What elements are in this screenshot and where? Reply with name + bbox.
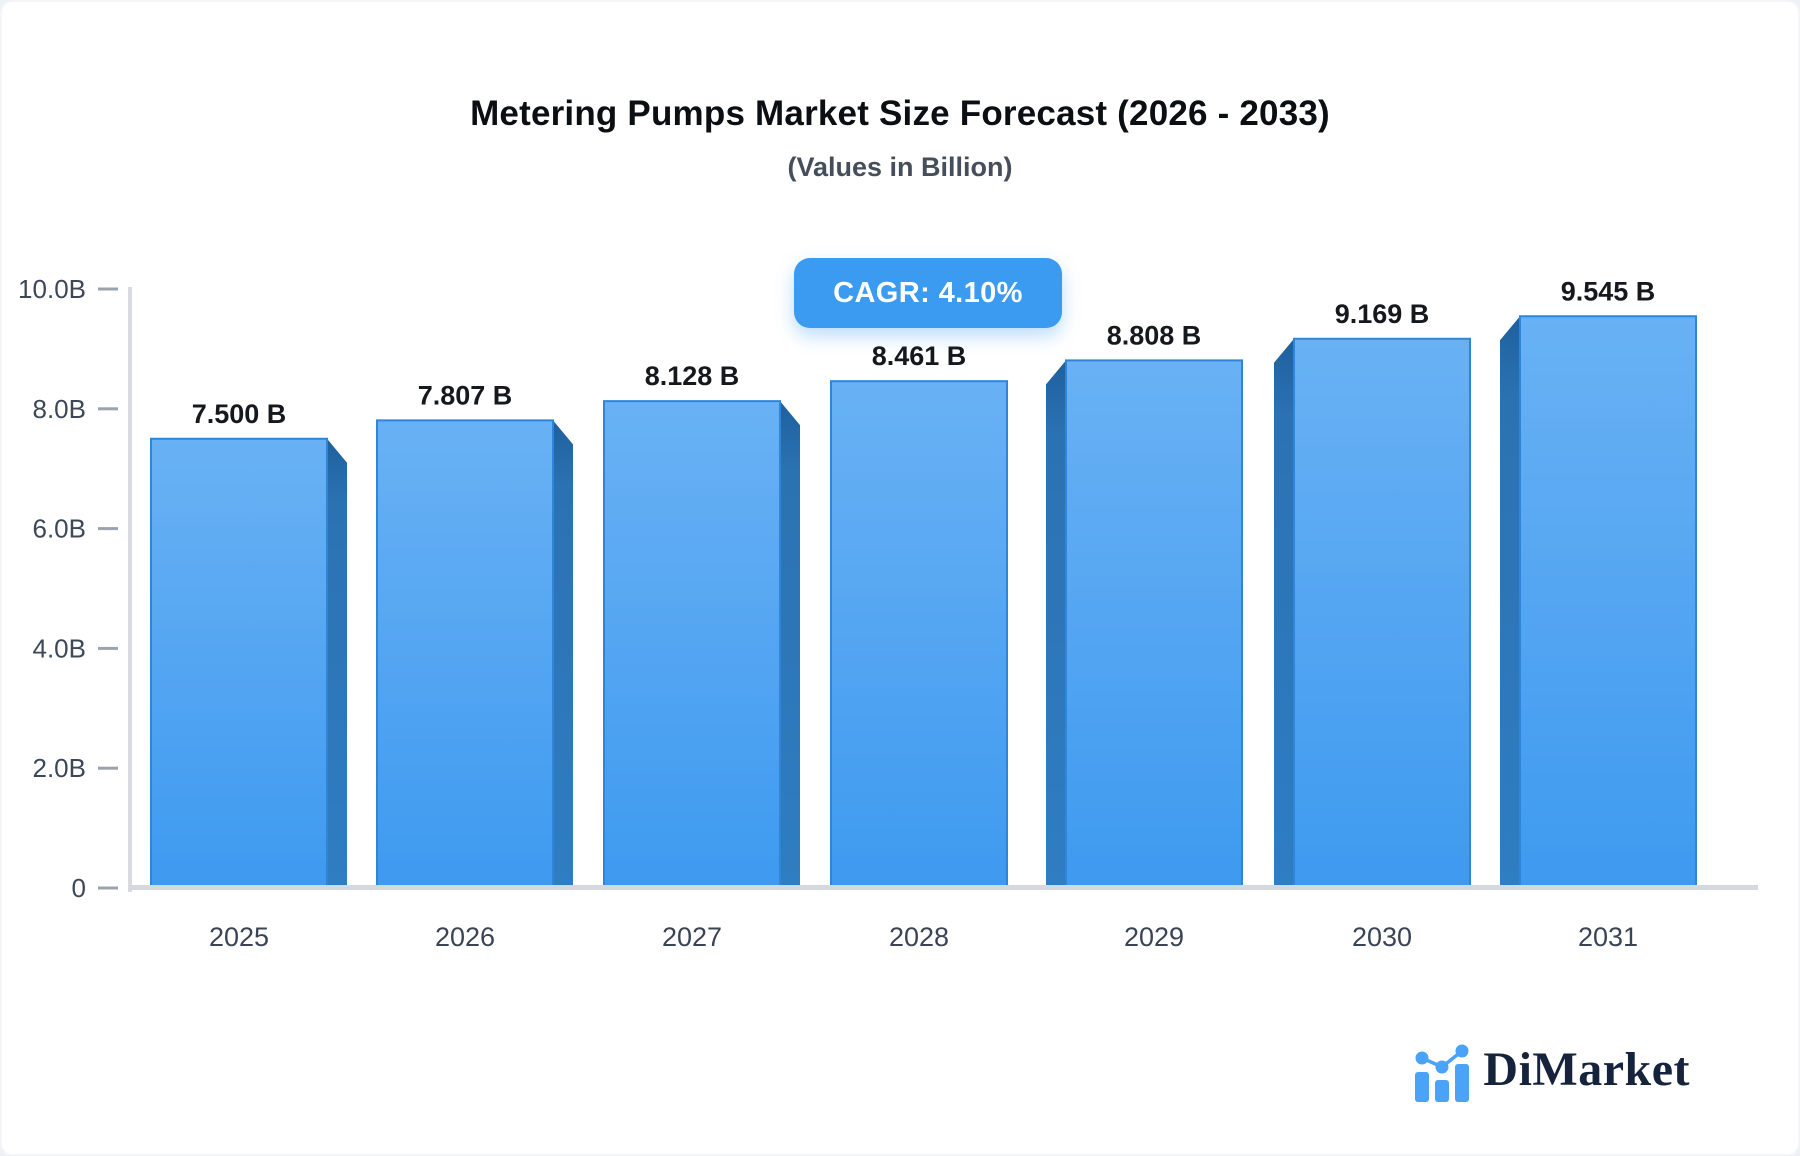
y-tick [98,527,118,531]
x-axis-line [128,885,1758,890]
bar-side-2027 [780,401,800,888]
bar-side-2031 [1500,316,1520,888]
bar-value-label: 8.808 B [1107,320,1202,350]
bar-2027 [603,400,781,889]
x-tick-label-2029: 2029 [1124,922,1184,952]
bar-2029 [1065,359,1243,889]
bar-value-label: 8.461 B [872,341,967,371]
bar-value-label: 9.169 B [1335,299,1430,329]
brand-logo-icon [1415,1044,1470,1102]
bar-value-label: 7.807 B [418,380,513,410]
y-tick [98,886,118,890]
y-tick-label: 10.0B [18,274,86,304]
y-tick [98,407,118,411]
y-tick-label: 2.0B [33,753,87,783]
bar-value-label: 7.500 B [192,399,287,429]
chart-subtitle: (Values in Billion) [787,152,1013,182]
bar-2025 [150,437,328,889]
cagr-badge: CAGR: 4.10% [794,258,1062,328]
x-tick-label-2028: 2028 [889,922,949,952]
brand-logo-text: DiMarket [1483,1042,1690,1096]
bar-value-label: 8.128 B [645,361,740,391]
x-tick-label-2027: 2027 [662,922,722,952]
chart-header: Metering Pumps Market Size Forecast (202… [2,2,1798,183]
bar-value-label: 9.545 B [1561,276,1656,306]
y-tick-label: 6.0B [33,514,87,544]
x-tick-label-2025: 2025 [209,922,269,952]
bar-side-2025 [327,438,347,888]
bar-2028 [830,380,1008,889]
brand-logo: DiMarket [1411,1036,1690,1102]
y-tick [98,766,118,770]
chart-title: Metering Pumps Market Size Forecast (202… [470,94,1330,133]
bar-side-2026 [553,420,573,888]
bar-side-2030 [1274,338,1294,889]
bar-2030 [1293,337,1471,889]
y-tick [98,646,118,650]
y-axis-line [128,287,132,892]
bar-side-2029 [1046,360,1066,889]
y-tick-label: 4.0B [33,633,87,663]
y-tick-label: 8.0B [33,394,87,424]
y-tick-label: 0 [72,873,86,903]
x-tick-label-2031: 2031 [1578,922,1638,952]
bar-2026 [376,419,554,889]
x-tick-label-2030: 2030 [1352,922,1412,952]
y-tick [98,287,118,291]
x-tick-label-2026: 2026 [435,922,495,952]
bar-2031 [1519,315,1697,889]
